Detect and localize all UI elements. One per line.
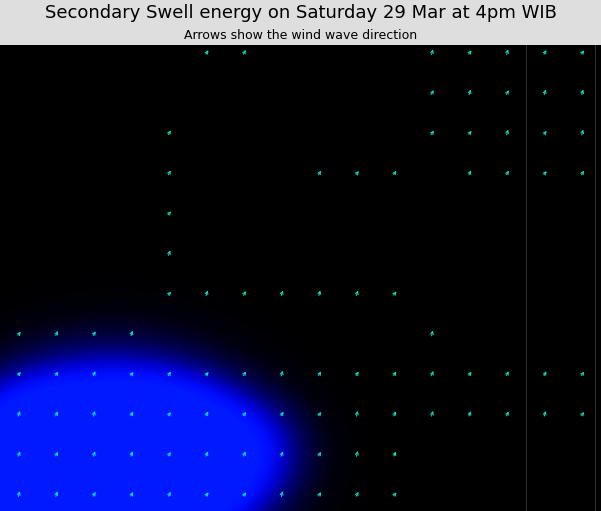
Text: Arrows show the wind wave direction: Arrows show the wind wave direction <box>184 30 417 42</box>
Text: Secondary Swell energy on Saturday 29 Mar at 4pm WIB: Secondary Swell energy on Saturday 29 Ma… <box>44 5 557 22</box>
